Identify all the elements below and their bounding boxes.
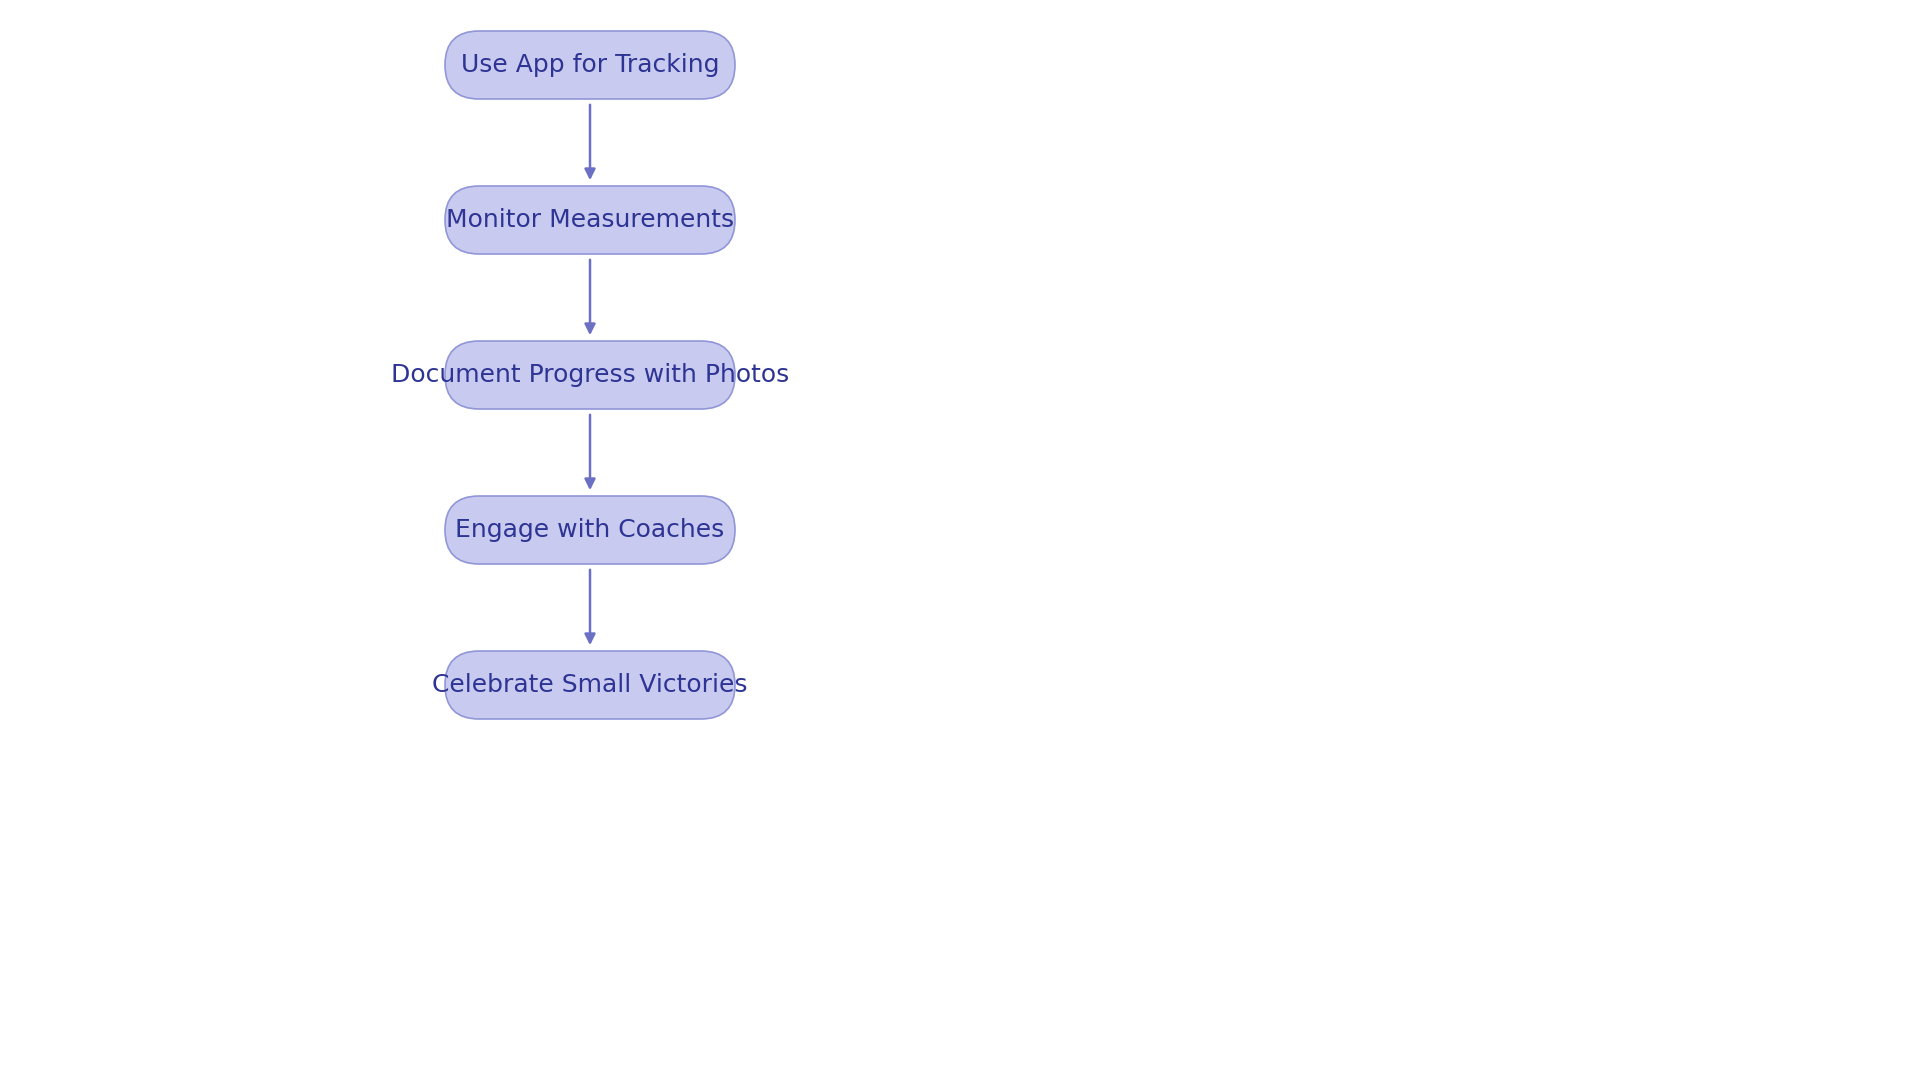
Text: Engage with Coaches: Engage with Coaches [455, 518, 724, 542]
Text: Document Progress with Photos: Document Progress with Photos [392, 363, 789, 387]
Text: Celebrate Small Victories: Celebrate Small Victories [432, 673, 747, 697]
FancyBboxPatch shape [445, 651, 735, 719]
Text: Use App for Tracking: Use App for Tracking [461, 53, 720, 77]
FancyBboxPatch shape [445, 31, 735, 99]
Text: Monitor Measurements: Monitor Measurements [445, 208, 733, 232]
FancyBboxPatch shape [445, 186, 735, 255]
FancyBboxPatch shape [445, 496, 735, 564]
FancyBboxPatch shape [445, 341, 735, 409]
